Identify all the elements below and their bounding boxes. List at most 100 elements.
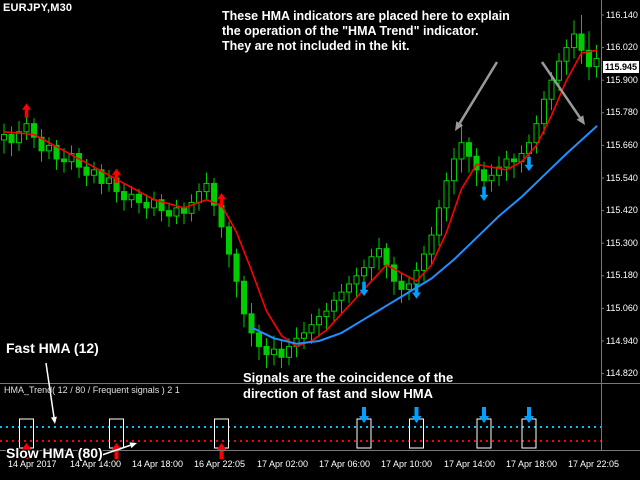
candle-body	[368, 256, 375, 269]
candle-body	[331, 299, 337, 312]
candle-body	[68, 153, 75, 163]
price-scale-label: 115.420	[606, 205, 638, 216]
explain-line-1: These HMA indicators are placed here to …	[222, 9, 510, 23]
candle-body	[398, 280, 405, 290]
signal-highlight-box	[476, 418, 492, 449]
price-scale[interactable]: 115.945 116.140 116.020 115.900 115.780 115.…	[602, 0, 640, 450]
candle-body	[458, 142, 465, 160]
candle-body	[421, 253, 427, 271]
indicator-pane-label: HMA_Trend( 12 / 80 / Frequent signals ) …	[4, 385, 180, 395]
candle-body	[16, 131, 22, 144]
candle-body	[323, 310, 330, 318]
candle-body	[166, 210, 172, 217]
fast-hma-line	[3, 49, 598, 348]
explain-arrow-to-slow-hma	[540, 61, 585, 125]
slow-label-arrow	[101, 442, 137, 456]
candle-body	[143, 201, 150, 209]
time-scale-label: 17 Apr 14:00	[444, 459, 496, 469]
candle-body	[173, 207, 180, 217]
time-scale[interactable]: 14 Apr 2017 14 Apr 14:00 14 Apr 18:00 16 Ap…	[0, 451, 640, 480]
candle-body	[271, 348, 277, 356]
candle-body	[23, 123, 30, 133]
candle-body	[383, 248, 390, 266]
fast-label-arrow	[45, 362, 57, 424]
candle-body	[263, 345, 270, 356]
explain-line-3: They are not included in the kit.	[222, 39, 410, 53]
sell-arrow-icon	[217, 193, 226, 208]
symbol-timeframe-label: EURJPY,M30	[3, 2, 73, 14]
candle-body	[376, 248, 382, 258]
candle-body	[548, 79, 555, 100]
fast-hma-label: Fast HMA (12)	[6, 340, 99, 356]
candle-body	[91, 169, 97, 176]
buy-arrow-icon	[479, 186, 489, 201]
explain-line-2: the operation of the "HMA Trend" indicat…	[222, 24, 479, 38]
price-scale-label: 116.020	[606, 42, 638, 53]
slow-hma-label: Slow HMA (80)	[6, 445, 103, 461]
candle-body	[541, 98, 547, 125]
candle-body	[203, 182, 210, 193]
time-scale-label: 14 Apr 14:00	[70, 459, 122, 469]
candle-body	[338, 291, 345, 301]
candle-body	[196, 191, 202, 203]
candle-body	[533, 123, 540, 144]
candle-body	[233, 253, 240, 282]
time-scale-label: 17 Apr 22:05	[568, 459, 620, 469]
buy-arrow-icon	[412, 284, 421, 299]
sell-arrow-icon	[22, 103, 31, 118]
price-scale-label: 115.060	[606, 302, 638, 313]
candle-body	[46, 144, 52, 152]
price-scale-label: 115.660	[606, 139, 638, 150]
signals-annotation: Signals are the coincidence of the direc…	[243, 370, 453, 402]
price-scale-label: 115.180	[606, 270, 638, 281]
candle-body	[121, 191, 127, 201]
separators-layer	[0, 0, 640, 451]
candle-body	[8, 134, 15, 144]
candle-body	[586, 49, 592, 68]
candle-body	[226, 226, 232, 255]
candle-body	[256, 332, 262, 347]
signals-line-1: Signals are the coincidence of the	[243, 370, 454, 385]
candle-body	[278, 348, 285, 358]
candle-body	[406, 283, 412, 290]
explain-annotation: These HMA indicators are placed here to …	[222, 9, 510, 54]
candle-body	[563, 47, 570, 62]
candle-body	[106, 177, 112, 184]
signal-highlight-box	[521, 418, 537, 449]
pane-buy-arrow-icon	[359, 407, 369, 423]
time-scale-label: 17 Apr 10:00	[381, 459, 433, 469]
candle-body	[241, 280, 247, 315]
pane-buy-arrow-icon	[524, 407, 534, 423]
explain-arrow-to-fast-hma	[455, 61, 499, 131]
price-scale-label: 115.300	[606, 237, 638, 248]
candle-body	[346, 283, 352, 293]
candle-body	[473, 155, 480, 171]
price-scale-label: 115.900	[606, 74, 638, 85]
candle-body	[511, 158, 517, 163]
pane-buy-arrow-icon	[479, 407, 489, 423]
pane-buy-arrow-icon	[411, 407, 422, 423]
candle-body	[571, 33, 577, 49]
candle-body	[98, 169, 105, 184]
candle-body	[248, 313, 255, 334]
time-scale-label: 16 Apr 22:05	[194, 459, 246, 469]
candle-body	[413, 269, 420, 285]
buy-arrow-icon	[359, 281, 369, 297]
candle-body	[211, 182, 217, 206]
candle-body	[481, 169, 487, 182]
signal-highlight-box	[409, 418, 424, 449]
time-scale-label: 14 Apr 2017	[8, 459, 57, 469]
time-scale-label: 17 Apr 06:00	[319, 459, 371, 469]
time-scale-label: 17 Apr 18:00	[506, 459, 558, 469]
candle-body	[503, 158, 510, 168]
candle-body	[428, 234, 435, 255]
candle-body	[53, 144, 60, 160]
signals-line-2: direction of fast and slow HMA	[243, 386, 433, 401]
candle-body	[496, 166, 502, 176]
candle-body	[158, 199, 165, 212]
candle-body	[593, 57, 600, 68]
indicator-pane-layer	[0, 407, 601, 459]
candle-body	[436, 207, 442, 236]
